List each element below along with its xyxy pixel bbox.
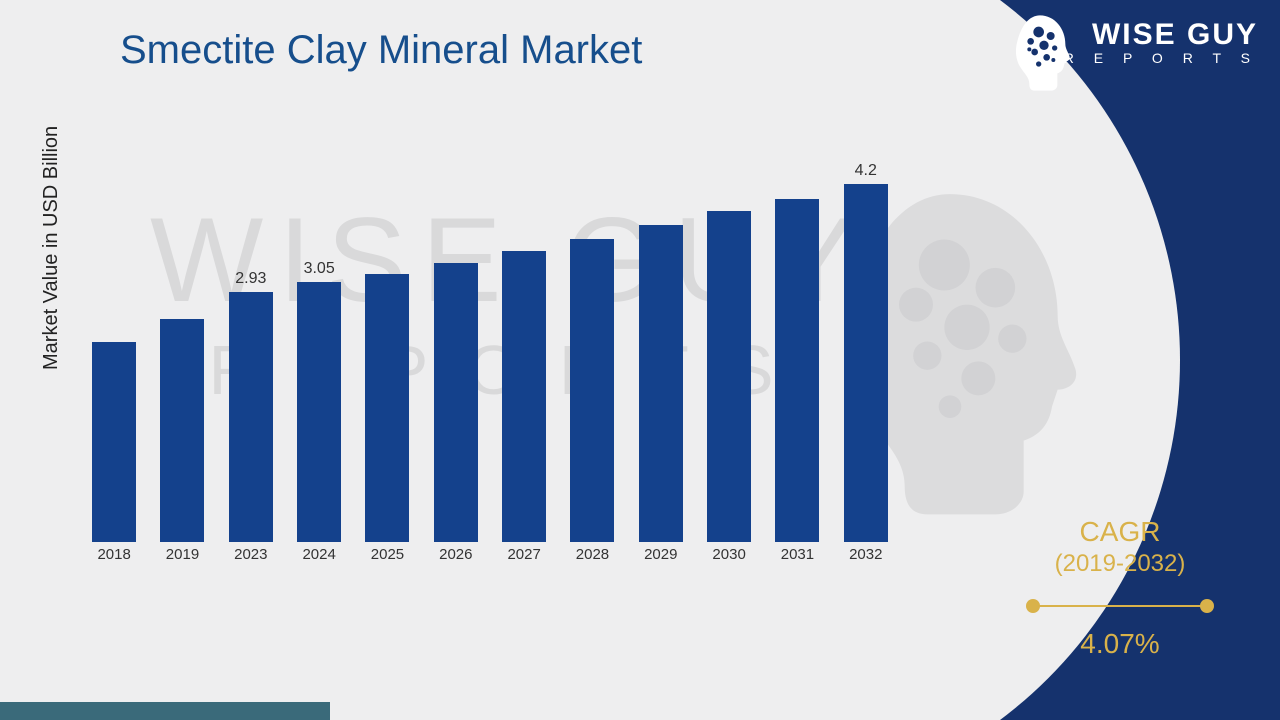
- bar-column: [763, 150, 831, 542]
- cagr-value: 4.07%: [1020, 628, 1220, 660]
- bar-column: [353, 150, 421, 542]
- x-axis-tick-label: 2032: [832, 546, 900, 570]
- x-axis-tick-label: 2028: [558, 546, 626, 570]
- bottom-accent-strip: [0, 702, 330, 720]
- bar: [229, 292, 273, 542]
- x-axis-tick-label: 2030: [695, 546, 763, 570]
- bar-value-label: 2.93: [235, 270, 266, 288]
- y-axis-label: Market Value in USD Billion: [40, 126, 63, 370]
- x-axis-tick-label: 2031: [763, 546, 831, 570]
- brand-name-line1: WISE GUY: [1064, 18, 1258, 52]
- bar-column: 3.05: [285, 150, 353, 542]
- bar-column: [558, 150, 626, 542]
- x-axis-tick-label: 2019: [148, 546, 216, 570]
- x-axis-tick-label: 2029: [627, 546, 695, 570]
- bar-value-label: 4.2: [855, 162, 877, 180]
- report-canvas: WISE GUY REPORTS Smectite Clay Mineral M…: [0, 0, 1280, 720]
- x-axis-tick-label: 2024: [285, 546, 353, 570]
- x-axis-tick-label: 2023: [217, 546, 285, 570]
- bar-column: 4.2: [832, 150, 900, 542]
- x-axis-tick-label: 2025: [353, 546, 421, 570]
- bars-container: 2.93 3.05 4.2: [80, 150, 900, 542]
- bar: [365, 274, 409, 542]
- bar: [297, 282, 341, 542]
- cagr-range: (2019-2032): [1020, 550, 1220, 578]
- brand-name-line2: R E P O R T S: [1064, 50, 1258, 66]
- bar-column: [490, 150, 558, 542]
- bar-column: [422, 150, 490, 542]
- bar-column: [80, 150, 148, 542]
- bar: [844, 184, 888, 542]
- bar-value-label: 3.05: [304, 260, 335, 278]
- bar: [92, 342, 136, 542]
- bar: [639, 225, 683, 542]
- cagr-divider: [1030, 596, 1210, 616]
- bar: [160, 319, 204, 542]
- cagr-label: CAGR: [1020, 516, 1220, 548]
- brand-logo: WISE GUY R E P O R T S: [1064, 18, 1258, 66]
- bar: [775, 199, 819, 542]
- bar-column: [148, 150, 216, 542]
- bar: [707, 211, 751, 542]
- x-axis-tick-label: 2027: [490, 546, 558, 570]
- bar: [570, 239, 614, 542]
- bar: [502, 251, 546, 542]
- x-axis-labels: 2018201920232024202520262027202820292030…: [80, 546, 900, 570]
- x-axis-tick-label: 2018: [80, 546, 148, 570]
- bar-chart: 2.93 3.05 4.2 2018201920232024202520262027…: [80, 150, 900, 570]
- bar-column: [695, 150, 763, 542]
- bar-column: 2.93: [217, 150, 285, 542]
- bar: [434, 263, 478, 543]
- x-axis-tick-label: 2026: [422, 546, 490, 570]
- chart-title: Smectite Clay Mineral Market: [120, 28, 642, 73]
- bar-column: [627, 150, 695, 542]
- cagr-block: CAGR (2019-2032) 4.07%: [1020, 516, 1220, 660]
